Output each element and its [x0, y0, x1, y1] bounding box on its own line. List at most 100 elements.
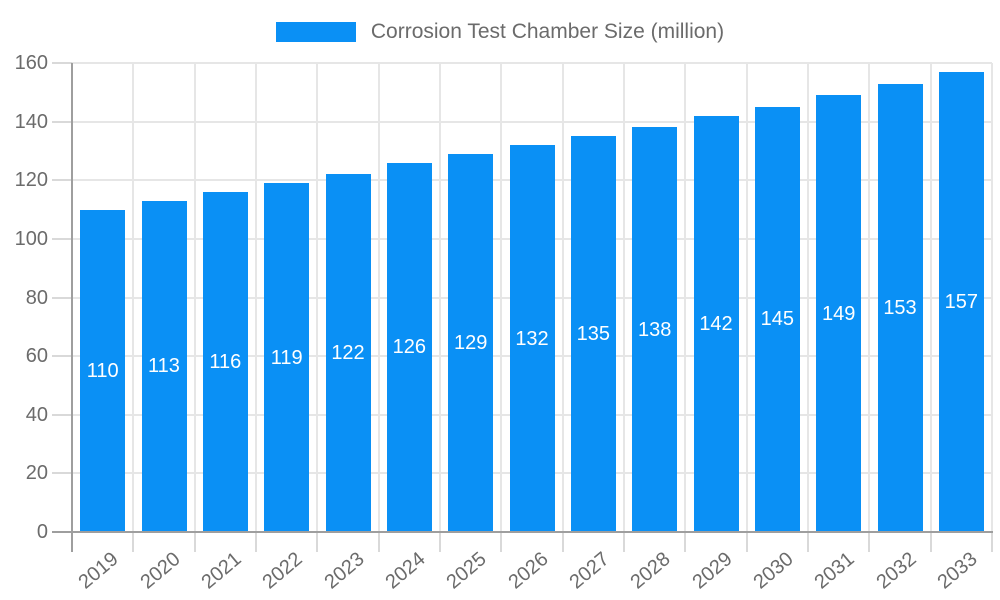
- x-axis-tick: [623, 533, 625, 552]
- x-axis-tick: [255, 533, 257, 552]
- x-axis-tick: [929, 533, 932, 552]
- bar[interactable]: [938, 71, 984, 531]
- v-gridline: [377, 63, 380, 532]
- v-gridline: [991, 63, 993, 532]
- v-gridline: [316, 63, 319, 532]
- bar[interactable]: [570, 136, 616, 531]
- x-axis-label: 2023: [319, 548, 369, 594]
- y-axis-label: 100: [14, 227, 48, 250]
- x-axis-line: [52, 531, 993, 533]
- y-axis-tick: [52, 296, 72, 299]
- v-gridline: [745, 63, 748, 532]
- y-axis-label: 120: [14, 169, 48, 192]
- x-axis-label: 2025: [442, 548, 491, 594]
- bar-value-label: 132: [515, 327, 549, 350]
- y-axis-label: 20: [25, 462, 48, 485]
- y-axis-label: 0: [36, 521, 48, 543]
- bar[interactable]: [80, 209, 126, 531]
- x-axis-tick: [561, 533, 564, 552]
- x-axis-tick: [377, 533, 380, 552]
- bar-value-label: 135: [576, 323, 611, 346]
- y-axis-tick: [52, 62, 72, 64]
- h-gridline: [72, 62, 992, 64]
- x-axis-tick: [132, 533, 135, 552]
- x-axis-tick: [868, 533, 871, 552]
- x-axis-label: 2029: [687, 548, 737, 594]
- y-axis-tick: [52, 472, 72, 475]
- x-axis-tick: [439, 533, 441, 552]
- bar-value-label: 126: [392, 336, 427, 359]
- bar-value-label: 116: [209, 350, 242, 373]
- x-axis-label: 2022: [258, 548, 307, 594]
- bar-value-label: 142: [699, 312, 733, 335]
- x-axis-tick: [991, 533, 993, 552]
- v-gridline: [132, 63, 135, 532]
- x-axis-tick: [745, 533, 748, 552]
- bar-value-label: 129: [453, 331, 488, 354]
- bar-value-label: 145: [760, 308, 795, 331]
- x-axis-label: 2031: [810, 548, 859, 594]
- x-axis-label: 2033: [933, 548, 982, 594]
- x-axis-label: 2019: [74, 548, 123, 594]
- bar[interactable]: [325, 174, 371, 531]
- bar[interactable]: [509, 145, 555, 531]
- x-axis-tick: [807, 533, 809, 552]
- x-axis-tick: [684, 533, 687, 552]
- bar[interactable]: [264, 183, 310, 531]
- y-axis-tick: [52, 179, 72, 182]
- v-gridline: [623, 63, 625, 532]
- x-axis-label: 2021: [197, 548, 246, 594]
- y-axis-tick: [52, 413, 72, 416]
- v-gridline: [807, 63, 809, 532]
- v-gridline: [561, 63, 564, 532]
- y-axis-label: 80: [25, 286, 48, 309]
- v-gridline: [193, 63, 196, 532]
- bar[interactable]: [754, 106, 800, 531]
- bar-value-label: 153: [883, 296, 917, 319]
- v-gridline: [868, 63, 871, 532]
- x-axis-label: 2032: [871, 548, 921, 594]
- x-axis-label: 2020: [135, 548, 185, 594]
- bar-value-label: 119: [270, 346, 303, 369]
- bar-value-label: 110: [86, 359, 119, 382]
- x-axis-label: 2026: [503, 548, 553, 594]
- bar[interactable]: [386, 162, 432, 531]
- y-axis-tick: [52, 120, 72, 123]
- y-axis-tick: [52, 355, 72, 358]
- y-axis-label: 160: [14, 52, 48, 74]
- bar[interactable]: [632, 127, 678, 531]
- y-axis-tick: [52, 237, 72, 240]
- legend-label: Corrosion Test Chamber Size (million): [370, 20, 725, 43]
- y-axis-line: [71, 63, 73, 552]
- v-gridline: [500, 63, 503, 532]
- x-axis-tick: [316, 533, 319, 552]
- v-gridline: [255, 63, 257, 532]
- v-gridline: [684, 63, 687, 532]
- y-axis-label: 140: [14, 110, 48, 133]
- x-axis-label: 2030: [749, 548, 798, 594]
- x-axis-label: 2024: [381, 548, 430, 594]
- x-axis-tick: [193, 533, 196, 552]
- bar[interactable]: [141, 200, 187, 531]
- x-axis-label: 2028: [626, 548, 675, 594]
- bar[interactable]: [202, 191, 248, 531]
- bar[interactable]: [448, 153, 494, 531]
- bar[interactable]: [816, 95, 862, 531]
- x-axis-tick: [500, 533, 503, 552]
- bar-value-label: 157: [944, 290, 979, 313]
- v-gridline: [929, 63, 932, 532]
- legend-item[interactable]: Corrosion Test Chamber Size (million): [0, 20, 1000, 44]
- x-axis-label: 2027: [565, 548, 614, 594]
- y-axis-label: 40: [25, 403, 48, 426]
- bar[interactable]: [877, 83, 923, 531]
- y-axis-label: 60: [25, 345, 48, 368]
- v-gridline: [439, 63, 441, 532]
- legend-swatch: [275, 22, 356, 42]
- bar-value-label: 149: [821, 302, 856, 325]
- bar[interactable]: [693, 115, 739, 531]
- h-gridline: [72, 120, 992, 123]
- bar-value-label: 122: [331, 342, 365, 365]
- bar-value-label: 138: [637, 318, 672, 341]
- bar-value-label: 113: [148, 355, 180, 378]
